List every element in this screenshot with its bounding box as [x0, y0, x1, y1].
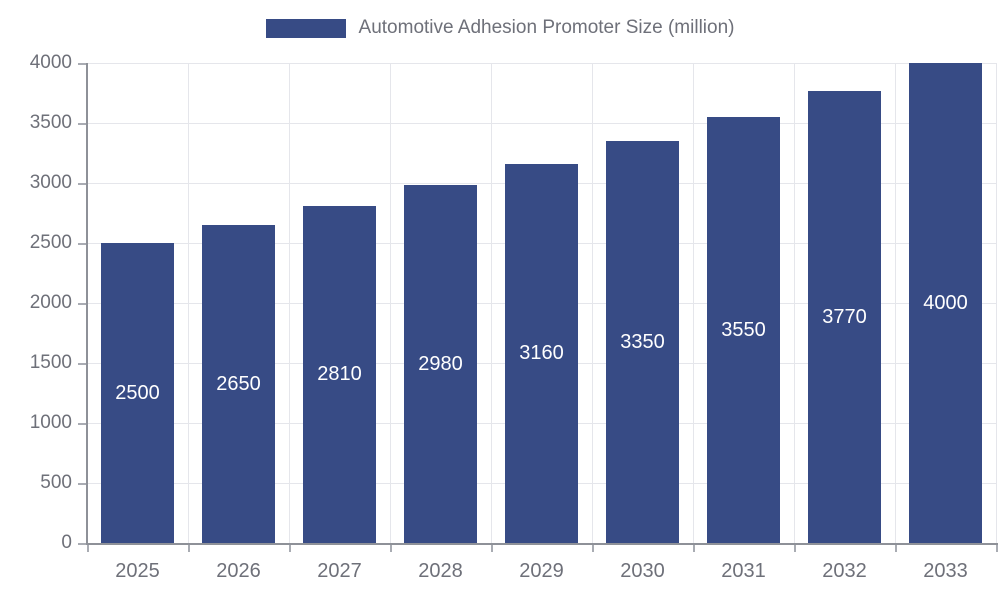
- y-tick-label: 2500: [29, 232, 72, 253]
- bar-value-label: 3350: [620, 331, 665, 353]
- x-axis-line: [86, 543, 998, 545]
- x-tick-label: 2032: [822, 560, 867, 582]
- bar-2029[interactable]: [505, 163, 578, 543]
- legend-swatch: [265, 18, 346, 38]
- bar-value-label: 2810: [317, 363, 362, 386]
- y-tick-label: 3000: [29, 172, 72, 193]
- legend-item[interactable]: Automotive Adhesion Promoter Size (milli…: [0, 16, 1000, 40]
- vertical-gridline: [390, 63, 391, 543]
- bar-value-label: 3160: [519, 342, 564, 365]
- x-axis-tick: [188, 543, 190, 552]
- bar-2025[interactable]: [101, 243, 174, 543]
- legend-label: Automotive Adhesion Promoter Size (milli…: [358, 17, 735, 38]
- y-axis-tick: [78, 363, 87, 365]
- y-axis-tick: [78, 63, 87, 65]
- x-axis-tick: [390, 543, 392, 552]
- y-tick-label: 1000: [29, 412, 72, 433]
- bar-value-label: 3550: [721, 319, 766, 341]
- y-axis-tick: [78, 483, 87, 485]
- x-tick-label: 2027: [317, 560, 362, 582]
- bar-2032[interactable]: [808, 90, 881, 543]
- vertical-gridline: [289, 63, 290, 543]
- bar-value-label: 3770: [822, 305, 867, 328]
- x-axis-tick: [289, 543, 291, 552]
- x-axis-tick: [87, 543, 89, 552]
- vertical-gridline: [491, 63, 492, 543]
- y-axis-tick: [78, 423, 87, 425]
- vertical-gridline: [895, 63, 896, 543]
- y-axis-tick: [78, 243, 87, 245]
- x-axis-tick: [794, 543, 796, 552]
- y-tick-label: 3500: [29, 112, 72, 133]
- y-axis-line: [86, 63, 88, 543]
- x-axis-tick: [491, 543, 493, 552]
- x-tick-label: 2030: [620, 560, 665, 582]
- y-axis-tick: [78, 543, 87, 545]
- bar-2026[interactable]: [202, 225, 275, 543]
- x-axis-tick: [996, 543, 998, 552]
- bar-value-label: 4000: [923, 292, 968, 314]
- vertical-gridline: [794, 63, 795, 543]
- y-tick-label: 1500: [29, 352, 72, 373]
- bar-value-label: 2500: [115, 382, 160, 404]
- x-tick-label: 2026: [216, 560, 261, 582]
- bar-value-label: 2650: [216, 373, 261, 395]
- vertical-gridline: [996, 63, 997, 543]
- bar-2027[interactable]: [303, 205, 376, 543]
- x-tick-label: 2033: [923, 560, 968, 582]
- x-axis-tick: [592, 543, 594, 552]
- bar-2030[interactable]: [606, 141, 679, 543]
- y-tick-label: 2000: [29, 292, 72, 313]
- horizontal-gridline: [87, 63, 996, 64]
- x-axis-tick: [693, 543, 695, 552]
- bar-2031[interactable]: [707, 117, 780, 543]
- x-axis-tick: [895, 543, 897, 552]
- x-tick-label: 2025: [115, 560, 160, 582]
- y-tick-label: 500: [40, 472, 72, 493]
- bar-2028[interactable]: [404, 185, 477, 543]
- y-tick-label: 0: [61, 532, 72, 553]
- horizontal-gridline: [87, 123, 996, 124]
- vertical-gridline: [188, 63, 189, 543]
- bar-value-label: 2980: [418, 353, 463, 376]
- y-axis-tick: [78, 183, 87, 185]
- y-axis-tick: [78, 303, 87, 305]
- vertical-gridline: [592, 63, 593, 543]
- x-tick-label: 2028: [418, 560, 463, 582]
- bar-2033[interactable]: [909, 63, 982, 543]
- x-tick-label: 2029: [519, 560, 564, 582]
- y-axis-tick: [78, 123, 87, 125]
- vertical-gridline: [693, 63, 694, 543]
- y-tick-label: 4000: [29, 52, 72, 73]
- x-tick-label: 2031: [721, 560, 766, 582]
